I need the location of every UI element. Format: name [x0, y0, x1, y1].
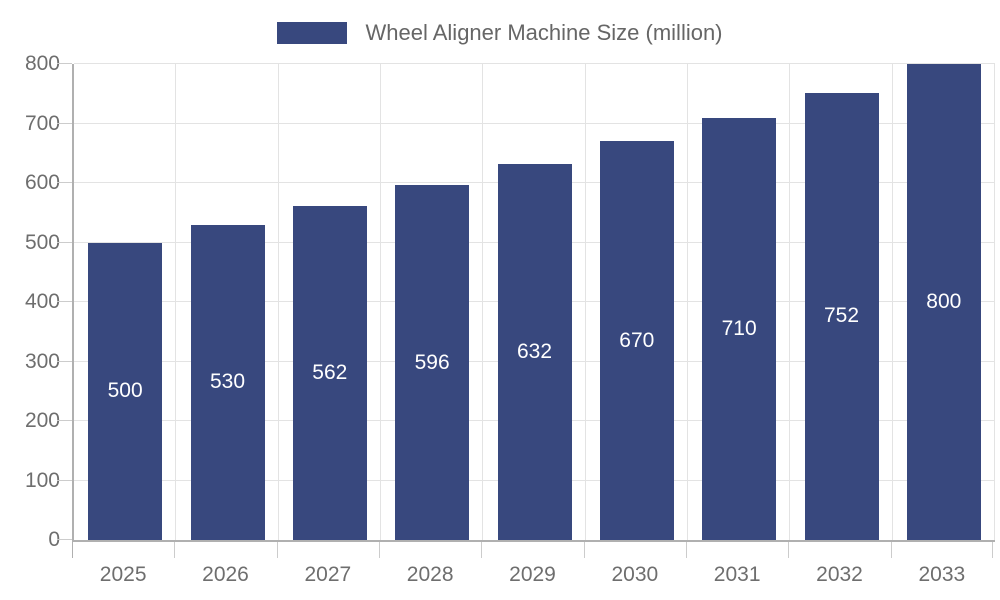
x-axis-tick-3: [379, 542, 380, 558]
v-gridline-3: [380, 64, 381, 540]
x-axis-label-2027: 2027: [304, 563, 352, 586]
x-axis-label-2028: 2028: [406, 563, 454, 586]
x-axis-label-2025: 2025: [99, 563, 147, 586]
v-gridline-8: [891, 64, 893, 540]
h-gridline-800: [74, 63, 995, 64]
x-axis-label-2033: 2033: [918, 563, 966, 586]
y-axis-tick-700: [57, 122, 72, 124]
y-axis-tick-0: [57, 539, 72, 540]
bar-2026[interactable]: 530: [190, 224, 265, 540]
x-axis-tick-8: [890, 542, 892, 558]
bar-2028[interactable]: 596: [395, 185, 470, 540]
y-axis-label-100: 100: [24, 468, 60, 492]
bar-2025[interactable]: 500: [88, 242, 163, 540]
y-axis-label-0: 0: [48, 528, 60, 551]
x-axis-tick-7: [788, 542, 790, 558]
y-axis-label-800: 800: [24, 52, 60, 75]
x-axis-tick-6: [686, 542, 687, 558]
bar-2027[interactable]: 562: [292, 205, 367, 540]
y-axis-tick-800: [57, 63, 72, 64]
y-axis-label-200: 200: [24, 409, 60, 432]
bar-2031[interactable]: 710: [702, 117, 777, 540]
y-axis-tick-200: [57, 420, 72, 421]
x-axis-label-2026: 2026: [202, 563, 249, 586]
x-axis-tick-9: [992, 542, 993, 558]
h-gridline-700: [74, 122, 995, 124]
x-axis-tick-1: [174, 542, 176, 558]
bar-value-label-2026: 530: [209, 370, 246, 394]
bar-2030[interactable]: 670: [599, 141, 674, 540]
v-gridline-1: [175, 64, 177, 540]
x-axis-tick-2: [276, 542, 278, 558]
bar-2029[interactable]: 632: [497, 163, 572, 540]
y-axis-label-600: 600: [24, 171, 60, 194]
v-gridline-9: [994, 64, 995, 540]
y-axis-tick-300: [57, 360, 72, 362]
bar-2033[interactable]: 800: [906, 64, 981, 540]
v-gridline-5: [584, 64, 586, 540]
x-axis-tick-0: [72, 542, 73, 558]
bar-value-label-2031: 710: [721, 316, 757, 340]
x-axis-label-2031: 2031: [713, 563, 761, 586]
x-axis-tick-4: [481, 542, 483, 558]
legend-label[interactable]: Wheel Aligner Machine Size (million): [365, 20, 723, 45]
v-gridline-7: [789, 64, 791, 540]
y-axis-tick-500: [57, 241, 72, 243]
bar-2032[interactable]: 752: [804, 92, 879, 540]
y-axis-label-300: 300: [24, 349, 60, 373]
plot-area: 500 530 562 596 632 670 710 752 800: [72, 63, 995, 542]
y-axis-tick-400: [57, 301, 72, 302]
v-gridline-6: [687, 64, 688, 540]
bar-value-label-2028: 596: [414, 350, 450, 374]
y-axis-label-500: 500: [24, 230, 60, 254]
legend[interactable]: Wheel Aligner Machine Size (million): [0, 20, 1000, 46]
bar-value-label-2025: 500: [107, 379, 143, 403]
y-axis-tick-100: [57, 479, 72, 481]
bar-value-label-2027: 562: [312, 360, 348, 384]
bar-value-label-2029: 632: [516, 339, 553, 363]
bar-value-label-2032: 752: [823, 304, 860, 328]
v-gridline-4: [482, 64, 484, 540]
y-axis-tick-600: [57, 182, 72, 183]
x-axis-label-2029: 2029: [509, 563, 556, 586]
bar-value-label-2030: 670: [619, 328, 655, 352]
bar-value-label-2033: 800: [926, 290, 962, 313]
y-axis-label-400: 400: [24, 290, 60, 313]
v-gridline-2: [277, 64, 279, 540]
x-axis-label-2030: 2030: [611, 563, 659, 586]
x-axis-tick-5: [583, 542, 585, 558]
x-axis-label-2032: 2032: [816, 563, 863, 586]
legend-swatch[interactable]: [277, 22, 348, 44]
y-axis-label-700: 700: [24, 111, 60, 135]
